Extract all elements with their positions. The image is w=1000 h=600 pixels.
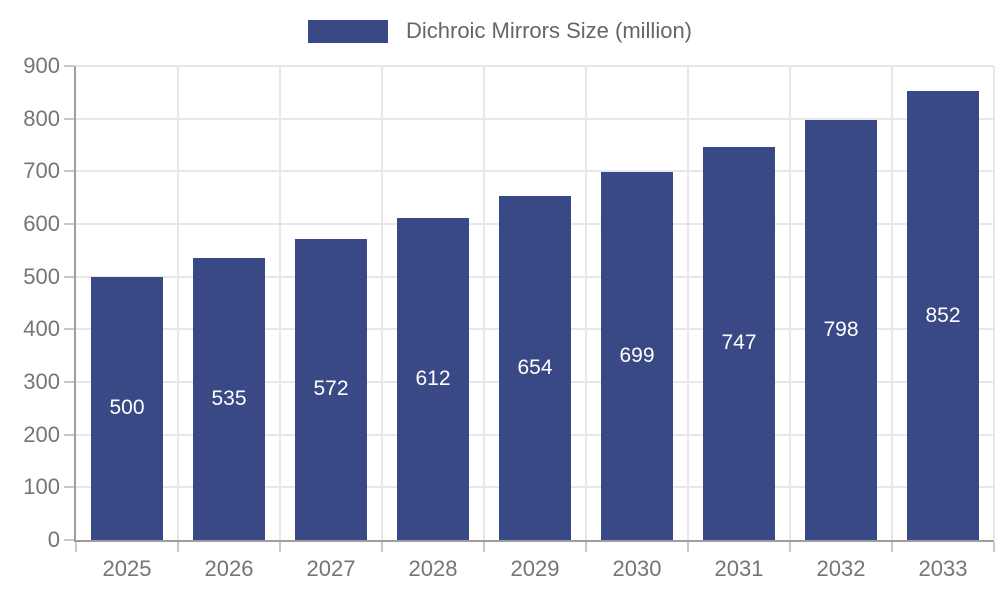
- y-axis-label: 900: [23, 53, 60, 78]
- x-tick: [687, 542, 689, 552]
- y-tick: [64, 170, 74, 173]
- x-axis-label: 2030: [612, 556, 662, 581]
- legend-swatch: [307, 19, 388, 43]
- bar-value-label: 852: [925, 303, 961, 327]
- x-tick: [279, 542, 281, 552]
- x-tick: [891, 542, 893, 552]
- x-tick: [789, 542, 791, 552]
- bar[interactable]: 852: [907, 91, 979, 540]
- bar-value-label: 612: [415, 366, 451, 390]
- bar[interactable]: 747: [703, 146, 775, 540]
- y-axis-label: 700: [23, 158, 60, 184]
- x-axis-label: 2032: [816, 556, 866, 581]
- x-tick: [177, 542, 179, 552]
- legend[interactable]: Dichroic Mirrors Size (million): [0, 18, 1000, 44]
- bar[interactable]: 612: [397, 217, 469, 540]
- bar[interactable]: 572: [295, 238, 367, 540]
- y-axis-label: 100: [23, 474, 60, 500]
- bar-value-label: 500: [109, 396, 145, 420]
- y-gridline: [76, 170, 994, 173]
- x-gridline: [585, 66, 587, 540]
- bar-value-label: 535: [211, 387, 247, 411]
- y-axis-label: 200: [23, 421, 60, 447]
- bar[interactable]: 699: [601, 171, 673, 540]
- x-gridline: [789, 66, 791, 540]
- y-tick: [64, 486, 74, 489]
- y-axis-label: 300: [23, 369, 60, 394]
- bar-value-label: 699: [619, 343, 655, 367]
- y-tick: [64, 433, 74, 436]
- x-axis-label: 2025: [102, 556, 152, 581]
- x-gridline: [279, 66, 281, 540]
- x-axis-label: 2026: [204, 556, 254, 581]
- x-tick: [75, 542, 77, 552]
- x-tick: [483, 542, 485, 552]
- x-axis-label: 2029: [510, 556, 560, 581]
- y-tick: [64, 65, 74, 67]
- x-axis-label: 2028: [408, 556, 458, 581]
- bar-value-label: 572: [313, 377, 349, 401]
- x-gridline: [891, 66, 893, 540]
- x-axis-label: 2031: [714, 556, 764, 581]
- x-gridline: [687, 66, 689, 540]
- y-tick: [64, 381, 74, 383]
- bar-value-label: 747: [721, 331, 757, 355]
- bar-value-label: 654: [517, 355, 553, 379]
- x-tick: [585, 542, 587, 552]
- y-tick: [64, 328, 74, 331]
- y-axis-label: 800: [23, 105, 60, 131]
- y-axis-label: 600: [23, 211, 60, 236]
- bar-value-label: 798: [823, 317, 859, 341]
- bar[interactable]: 798: [805, 119, 877, 540]
- x-gridline: [381, 66, 383, 540]
- y-tick: [64, 117, 74, 120]
- y-axis-label: 500: [23, 263, 60, 289]
- x-gridline: [483, 66, 485, 540]
- y-gridline: [76, 65, 994, 67]
- bar[interactable]: 654: [499, 195, 571, 540]
- y-tick: [64, 223, 74, 225]
- x-gridline: [177, 66, 179, 540]
- x-tick: [993, 542, 995, 552]
- y-axis-label: 400: [23, 316, 60, 342]
- legend-label: Dichroic Mirrors Size (million): [405, 18, 693, 43]
- x-tick: [381, 542, 383, 552]
- x-gridline: [993, 66, 995, 540]
- x-axis-label: 2033: [918, 556, 968, 581]
- y-axis-label: 0: [47, 527, 60, 552]
- bar[interactable]: 500: [91, 276, 163, 540]
- x-axis-label: 2027: [306, 556, 356, 581]
- plot-area: 0 100 200 300 400 500 600 700 800 900 500 2025 535 20…: [23, 54, 995, 581]
- y-gridline: [76, 117, 994, 120]
- bar[interactable]: 535: [193, 258, 265, 540]
- y-tick: [64, 539, 74, 541]
- y-tick: [64, 275, 74, 278]
